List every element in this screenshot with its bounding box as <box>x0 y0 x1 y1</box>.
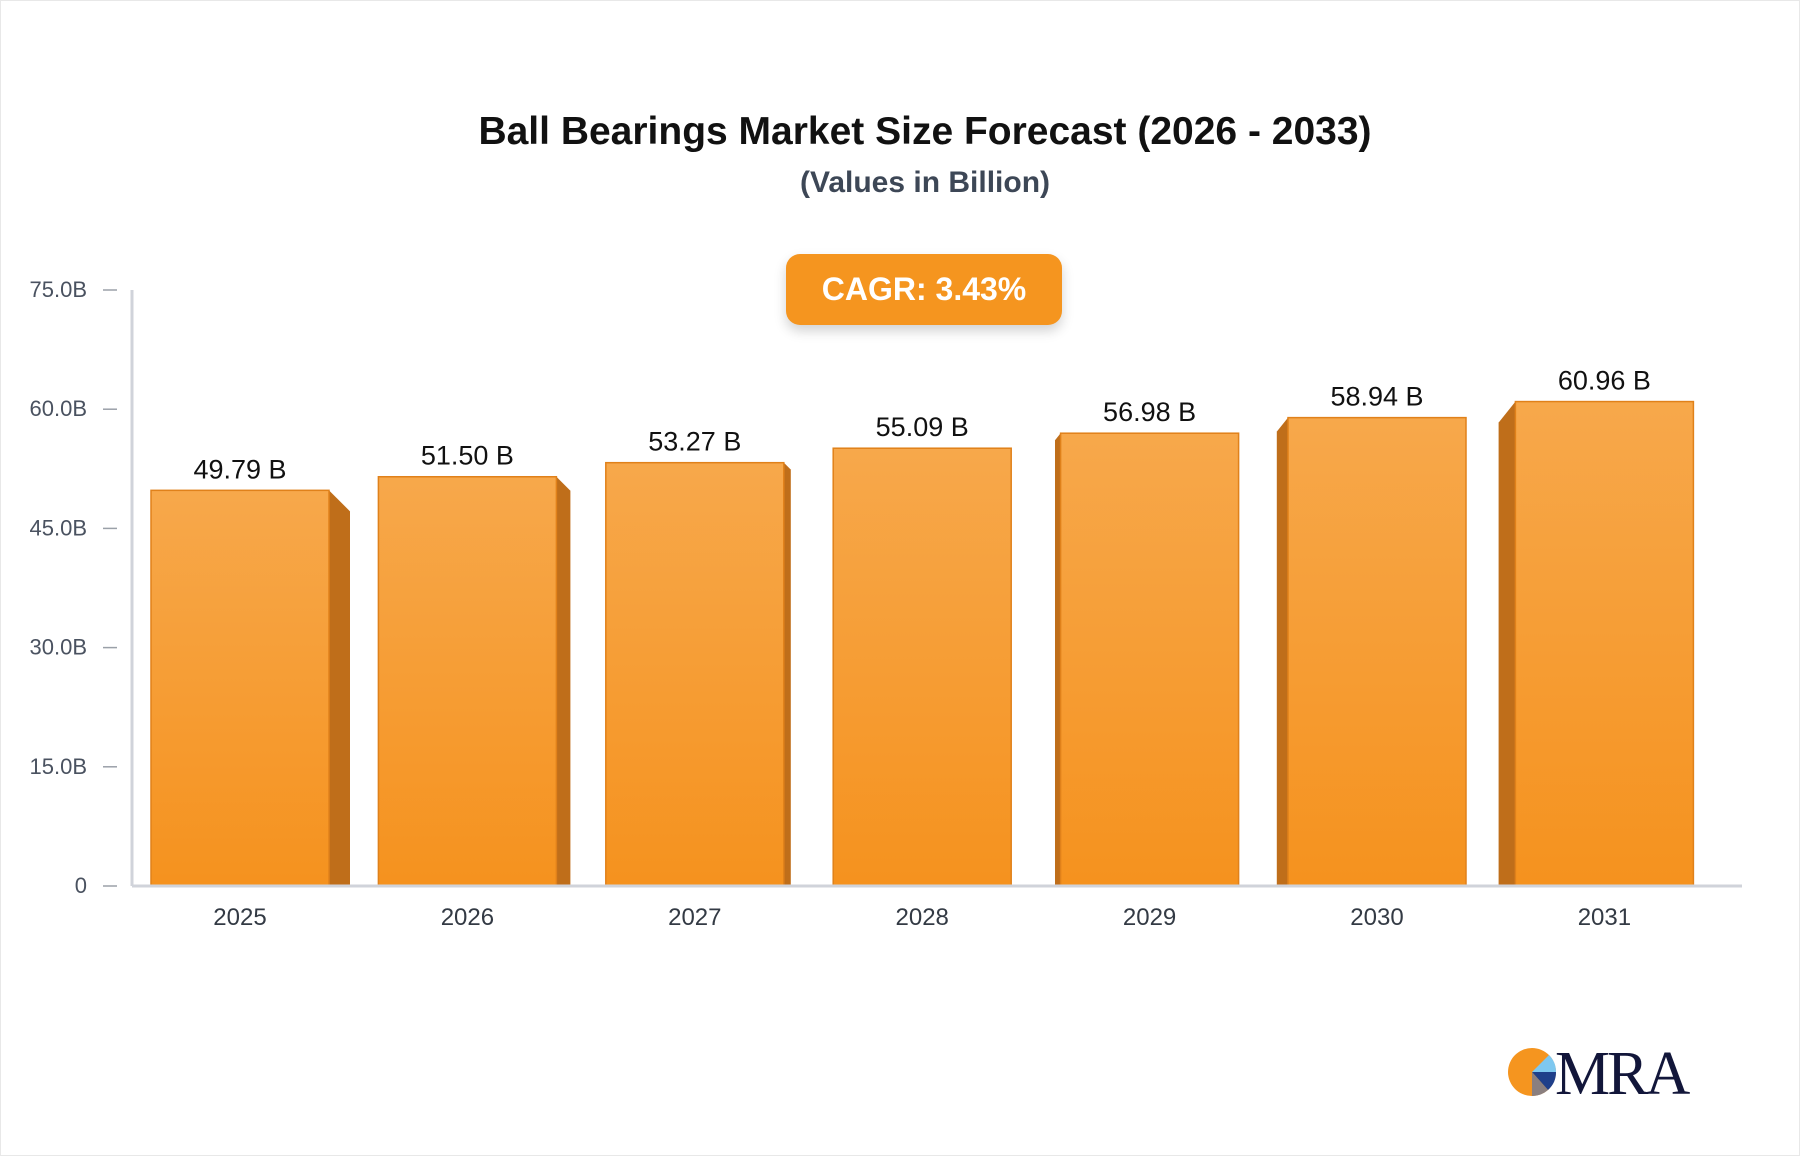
mra-logo: MRA <box>1505 1040 1695 1108</box>
y-tick-label: 45.0B <box>30 515 88 540</box>
bar-value-label: 58.94 B <box>1330 382 1423 412</box>
x-tick-label: 2030 <box>1350 904 1403 931</box>
x-tick-label: 2026 <box>441 904 494 931</box>
y-tick-label: 30.0B <box>30 635 88 660</box>
bar-side <box>329 490 350 886</box>
bar <box>150 489 330 887</box>
bar <box>1287 416 1467 887</box>
cagr-badge: CAGR: 3.43% <box>786 254 1062 325</box>
y-tick-label: 60.0B <box>30 396 88 421</box>
bar-value-label: 55.09 B <box>876 412 969 442</box>
bar <box>832 447 1012 887</box>
bar-value-label: 56.98 B <box>1103 397 1196 427</box>
bar-side <box>1498 401 1516 886</box>
x-tick-label: 2029 <box>1123 904 1176 931</box>
bar <box>1514 400 1695 887</box>
y-tick-label: 75.0B <box>30 277 88 302</box>
bar-side <box>556 476 571 886</box>
bar-value-label: 51.50 B <box>421 441 514 471</box>
bar <box>605 461 785 887</box>
chart-title: Ball Bearings Market Size Forecast (2026… <box>478 110 1372 153</box>
bar-value-label: 49.79 B <box>193 454 286 484</box>
bar <box>1059 432 1240 887</box>
x-tick-label: 2028 <box>896 904 949 931</box>
svg-text:MRA: MRA <box>1555 1040 1690 1100</box>
chart-subtitle: (Values in Billion) <box>799 166 1051 199</box>
bar-value-label: 53.27 B <box>648 427 741 457</box>
y-tick-label: 15.0B <box>30 754 88 779</box>
x-tick-label: 2031 <box>1578 904 1631 931</box>
x-tick-label: 2027 <box>668 904 721 931</box>
bar-side <box>1276 417 1288 886</box>
bar <box>377 475 558 887</box>
bar-side <box>783 462 791 886</box>
bar-side <box>1055 433 1061 886</box>
y-tick-label: 0 <box>75 873 87 898</box>
x-tick-label: 2025 <box>213 904 266 931</box>
bar-value-label: 60.96 B <box>1558 366 1651 396</box>
